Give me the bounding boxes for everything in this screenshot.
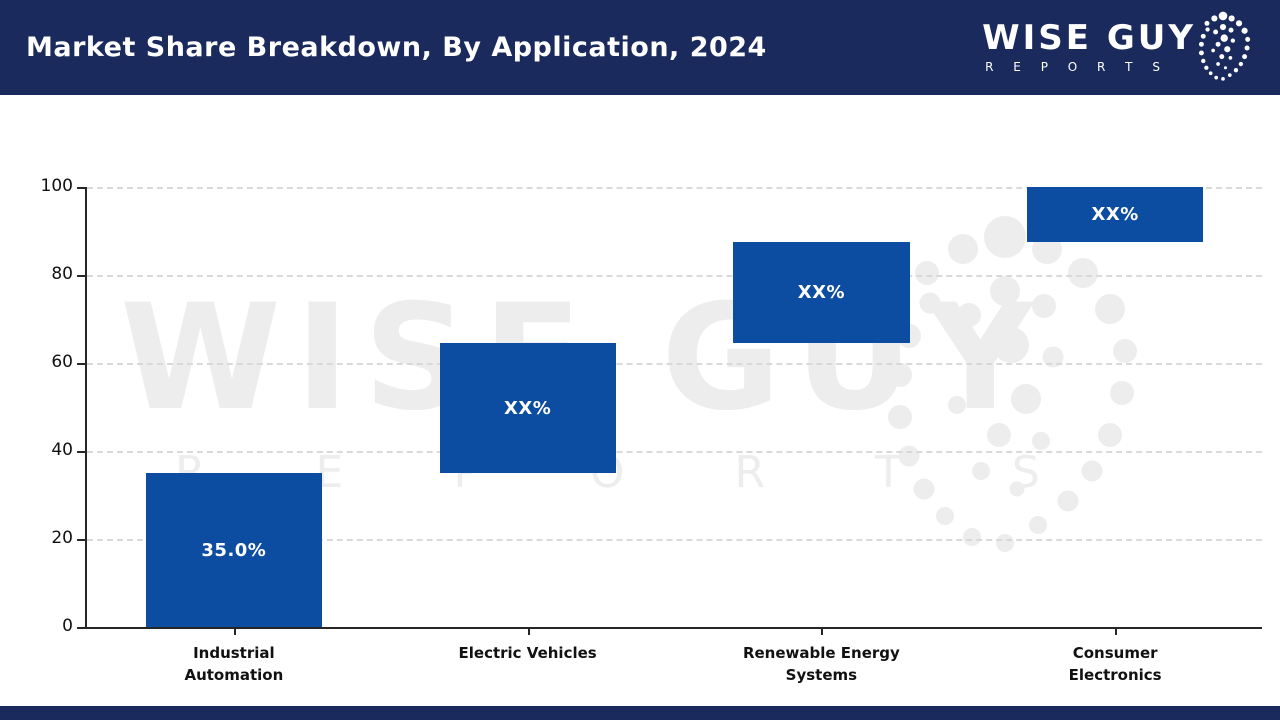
bar-value-label: XX% <box>503 397 552 419</box>
x-tick-mark <box>1115 628 1118 635</box>
brand-name: WISE GUY <box>982 18 1196 58</box>
bar-value-label: 35.0% <box>201 539 267 561</box>
bar-value-label: XX% <box>1091 204 1139 225</box>
bar-value-label: XX% <box>797 282 846 304</box>
y-tick-mark <box>77 627 85 629</box>
gridline-20 <box>87 539 1262 541</box>
y-tick-label: 60 <box>51 352 73 372</box>
bar-renewable-energy-systems: XX% <box>733 242 910 344</box>
bar-consumer-electronics: XX% <box>1027 187 1204 242</box>
brand-text: WISE GUY R E P O R T S <box>982 21 1196 74</box>
footer-bar <box>0 706 1280 720</box>
x-tick-mark <box>233 628 236 635</box>
y-tick-mark <box>77 451 85 453</box>
gridline-60 <box>87 363 1262 365</box>
chart-area: WISE GUY R E P O R T S 0 20 40 60 80 100 35.0%… <box>0 95 1280 706</box>
plot-area: 0 20 40 60 80 100 35.0% Industrial Automation XX… <box>41 176 1262 684</box>
y-tick-label: 0 <box>62 616 73 636</box>
x-tick-mark <box>821 628 824 635</box>
header-bar: Market Share Breakdown, By Application, … <box>0 0 1280 95</box>
y-tick-label: 40 <box>51 440 73 460</box>
chart-title: Market Share Breakdown, By Application, … <box>26 32 767 63</box>
brand-sub: R E P O R T S <box>985 60 1168 74</box>
y-tick-label: 20 <box>51 528 73 548</box>
y-tick-label: 80 <box>51 264 73 284</box>
y-tick-mark <box>77 539 85 541</box>
y-tick-label: 100 <box>40 176 73 196</box>
category-label: Industrial Automation <box>184 644 284 684</box>
category-label: Electric Vehicles <box>458 644 597 662</box>
gridline-100 <box>87 187 1262 189</box>
x-tick-mark <box>527 628 530 635</box>
brand-logo: WISE GUY R E P O R T S <box>982 11 1254 85</box>
y-tick-mark <box>77 275 85 277</box>
y-tick-mark <box>77 187 85 189</box>
category-label: Renewable Energy Systems <box>742 644 900 684</box>
bar-industrial-automation: 35.0% <box>145 473 322 627</box>
category-label: Consumer Electronics <box>1068 644 1162 684</box>
brand-head-icon <box>1198 11 1251 81</box>
gridline-80 <box>87 275 1262 277</box>
bar-electric-vehicles: XX% <box>439 343 616 473</box>
y-tick-mark <box>77 363 85 365</box>
gridline-40 <box>87 451 1262 453</box>
